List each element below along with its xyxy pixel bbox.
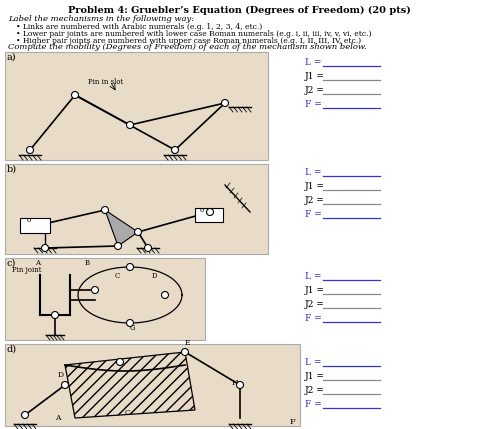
Text: a): a) [7, 53, 17, 62]
Text: J2 =: J2 = [305, 300, 325, 309]
Text: • Lower pair joints are numbered with lower case Roman numerals (e.g. i, ii, iii: • Lower pair joints are numbered with lo… [16, 30, 372, 38]
Text: J2 =: J2 = [305, 196, 325, 205]
Circle shape [126, 320, 134, 326]
Text: E: E [185, 339, 191, 347]
FancyBboxPatch shape [5, 344, 300, 426]
Text: A: A [35, 259, 40, 267]
Text: J2 =: J2 = [305, 386, 325, 395]
Circle shape [237, 381, 243, 389]
Circle shape [52, 311, 58, 318]
Circle shape [171, 146, 179, 154]
Text: b): b) [7, 165, 17, 174]
Text: Pin joint: Pin joint [12, 266, 42, 274]
Text: H: H [232, 379, 239, 387]
Circle shape [206, 208, 214, 215]
Text: F =: F = [305, 400, 322, 409]
Text: D: D [58, 371, 64, 379]
Circle shape [61, 381, 68, 389]
Text: L =: L = [305, 272, 321, 281]
Text: G: G [130, 324, 136, 332]
FancyBboxPatch shape [195, 208, 223, 222]
Text: c): c) [7, 259, 16, 268]
FancyBboxPatch shape [5, 164, 268, 254]
Circle shape [145, 245, 151, 251]
Circle shape [26, 146, 34, 154]
Circle shape [135, 229, 141, 236]
FancyBboxPatch shape [20, 218, 50, 233]
Text: d): d) [7, 345, 17, 354]
Circle shape [102, 206, 109, 214]
Text: F: F [290, 418, 296, 426]
Text: Pin in slot: Pin in slot [88, 78, 123, 86]
Circle shape [221, 100, 228, 106]
Text: J1 =: J1 = [305, 372, 325, 381]
Text: F =: F = [305, 314, 322, 323]
Text: Compute the mobility (Degrees of Freedom) of each of the mechanism shown below.: Compute the mobility (Degrees of Freedom… [8, 43, 366, 51]
Circle shape [126, 263, 134, 271]
Text: L =: L = [305, 58, 321, 67]
FancyBboxPatch shape [5, 52, 268, 160]
Text: o: o [200, 206, 204, 214]
Circle shape [126, 121, 134, 129]
Text: C: C [115, 272, 120, 280]
Text: Label the mechanisms in the following way:: Label the mechanisms in the following wa… [8, 15, 194, 23]
Circle shape [91, 287, 99, 293]
Text: D: D [152, 272, 158, 280]
Circle shape [161, 291, 169, 299]
Polygon shape [105, 210, 138, 246]
Circle shape [116, 359, 124, 366]
Circle shape [182, 348, 189, 356]
Text: F =: F = [305, 210, 322, 219]
FancyBboxPatch shape [5, 258, 205, 340]
Text: • Higher pair joints are numbered with upper case Roman numerals (e.g. I, II, II: • Higher pair joints are numbered with u… [16, 37, 361, 45]
Text: J1 =: J1 = [305, 72, 325, 81]
Circle shape [71, 91, 79, 99]
Circle shape [42, 245, 48, 251]
Text: L =: L = [305, 168, 321, 177]
Text: • Links are numbered with Arabic numerals (e.g. 1, 2, 3, 4, etc.): • Links are numbered with Arabic numeral… [16, 23, 262, 31]
Circle shape [22, 411, 28, 419]
Text: A: A [55, 414, 60, 422]
Text: F =: F = [305, 100, 322, 109]
Text: o: o [27, 216, 31, 224]
Circle shape [114, 242, 122, 250]
Text: B: B [85, 259, 90, 267]
Text: C: C [125, 409, 131, 417]
Text: J2 =: J2 = [305, 86, 325, 95]
Text: L =: L = [305, 358, 321, 367]
Text: J1 =: J1 = [305, 286, 325, 295]
Text: Problem 4: Gruebler’s Equation (Degrees of Freedom) (20 pts): Problem 4: Gruebler’s Equation (Degrees … [68, 6, 411, 15]
Text: J1 =: J1 = [305, 182, 325, 191]
